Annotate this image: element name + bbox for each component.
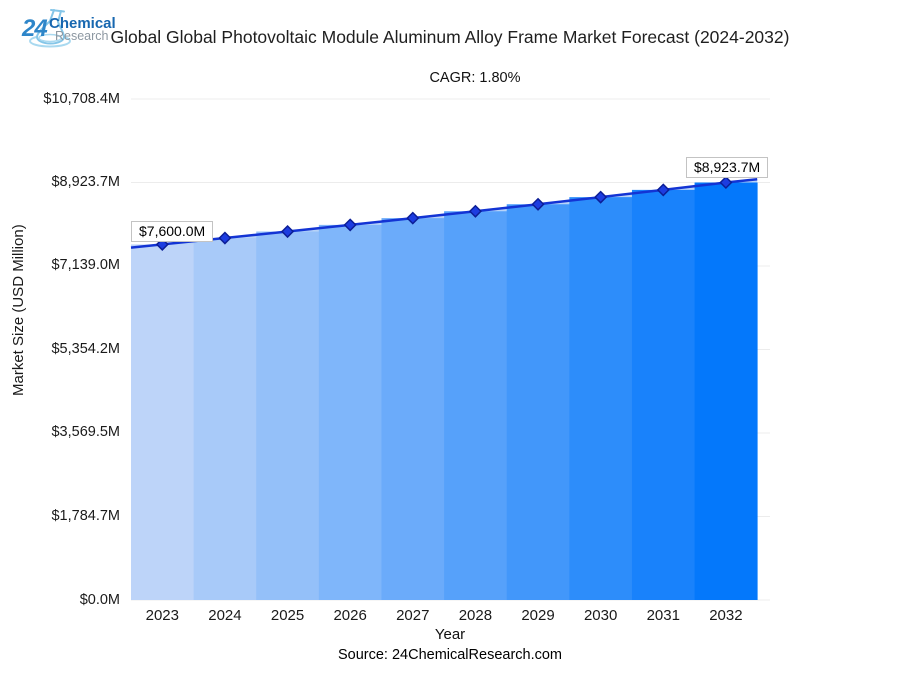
logo-name-top: Chemical — [49, 15, 116, 32]
x-tick-label: 2030 — [583, 607, 618, 624]
chart-title: Global Global Photovoltaic Module Alumin… — [110, 27, 790, 47]
marker-2032 — [719, 175, 733, 190]
bar-2028 — [444, 211, 508, 600]
marker-2031 — [656, 183, 670, 197]
x-tick-label: 2028 — [458, 607, 493, 624]
source-attribution: Source: 24ChemicalResearch.com — [337, 647, 563, 663]
x-tick-label: 2025 — [270, 607, 305, 624]
marker-2029 — [531, 197, 545, 211]
marker-2028 — [468, 204, 482, 218]
logo-name-bottom: Research — [55, 29, 109, 43]
marker-2026 — [343, 218, 357, 232]
bar-2030 — [569, 197, 633, 601]
x-tick-label: 2029 — [521, 607, 555, 624]
logo-number: 24 — [22, 15, 48, 42]
x-tick-label: 2026 — [333, 607, 367, 624]
flask-icon — [29, 9, 71, 48]
marker-2025 — [280, 224, 295, 239]
marker-2030 — [594, 190, 608, 204]
y-tick-label: $10,708.4M — [43, 90, 120, 107]
bar-2027 — [381, 218, 445, 601]
bar-2032 — [694, 182, 758, 600]
x-tick-label: 2024 — [208, 607, 242, 624]
y-tick-label: $5,354.2M — [51, 341, 120, 357]
bar-2024 — [193, 238, 257, 600]
y-tick-label: $0.0M — [79, 591, 120, 608]
bar-2031 — [631, 189, 695, 600]
trend-line — [130, 178, 758, 249]
x-axis-title: Year — [434, 626, 466, 643]
data-label-last-year: $8,923.7M — [686, 157, 769, 178]
bar-2023 — [131, 244, 195, 600]
y-tick-label: $7,139.0M — [51, 257, 120, 274]
bar-2026 — [318, 224, 382, 601]
x-tick-label: 2032 — [709, 607, 743, 624]
x-tick-label: 2023 — [145, 607, 179, 624]
marker-2024 — [218, 231, 232, 245]
y-tick-label: $1,784.7M — [51, 508, 120, 524]
brand-logo: 24 Chemical Research — [20, 8, 130, 54]
y-tick-label: $8,923.7M — [51, 173, 120, 190]
bar-2025 — [256, 231, 320, 600]
x-tick-label: 2027 — [396, 607, 430, 624]
bar-2029 — [506, 204, 570, 600]
chart-subtitle-cagr: CAGR: 1.80% — [429, 70, 521, 86]
data-label-first-year: $7,600.0M — [131, 221, 214, 242]
y-tick-label: $3,569.5M — [51, 424, 120, 441]
marker-2027 — [406, 211, 420, 225]
x-tick-label: 2031 — [646, 607, 680, 624]
